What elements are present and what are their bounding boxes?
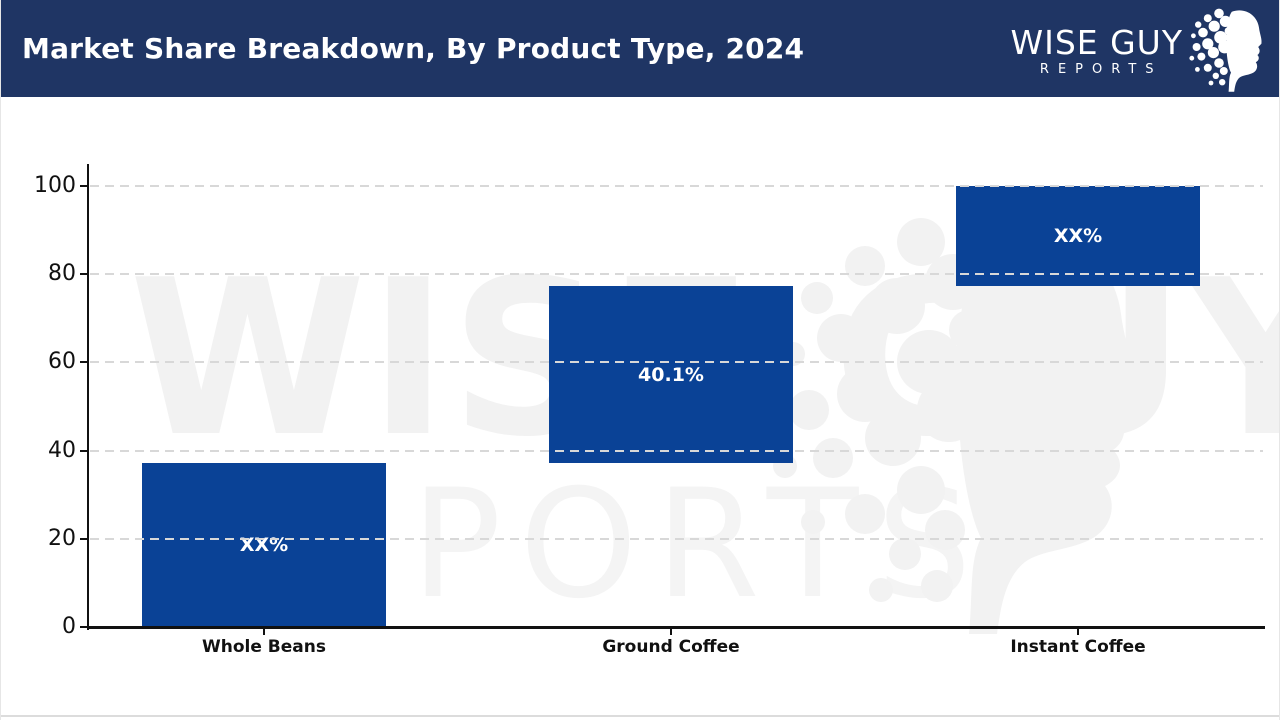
gridline-40: [90, 449, 1263, 452]
brand-name: WISE GUY: [1010, 22, 1183, 62]
bottom-rule: [1, 715, 1279, 717]
y-tick-60: [80, 361, 88, 364]
y-tick-label-80: 80: [48, 261, 76, 287]
x-tick-0: [263, 628, 265, 635]
brand-subname: REPORTS: [1039, 62, 1163, 78]
y-tick-0: [80, 626, 88, 628]
gridline-100: [90, 185, 1263, 187]
page-title: Market Share Breakdown, By Product Type,…: [22, 32, 805, 65]
category-label-0: Whole Beans: [202, 637, 326, 657]
category-label-2: Instant Coffee: [1010, 637, 1146, 657]
header-band: Market Share Breakdown, By Product Type,…: [1, 0, 1279, 97]
gridline-20: [90, 537, 1263, 540]
y-tick-100: [80, 185, 88, 187]
bar-whole-beans: XX%: [142, 462, 386, 627]
y-tick-label-40: 40: [48, 437, 76, 463]
bar-value-label: 40.1%: [638, 363, 704, 386]
y-tick-label-100: 100: [34, 173, 76, 198]
gridline-80: [90, 273, 1263, 276]
bar-instant-coffee: XX%: [956, 186, 1200, 287]
y-tick-label-20: 20: [48, 525, 76, 551]
y-tick-label-60: 60: [48, 349, 76, 375]
y-tick-20: [80, 537, 88, 540]
bar-value-label: XX%: [1053, 225, 1103, 248]
brand-head-icon: [1187, 7, 1267, 95]
y-tick-80: [80, 273, 88, 276]
y-tick-40: [80, 449, 88, 452]
y-axis-line: [87, 164, 89, 630]
category-label-1: Ground Coffee: [602, 637, 740, 657]
x-tick-2: [1077, 628, 1079, 635]
gridline-60: [90, 361, 1263, 364]
x-tick-1: [670, 628, 672, 635]
x-axis-line: [87, 626, 1265, 629]
bar-ground-coffee: 40.1%: [549, 286, 793, 463]
brand-logo: WISE GUY REPORTS: [1010, 7, 1267, 95]
y-tick-label-0: 0: [62, 614, 76, 639]
